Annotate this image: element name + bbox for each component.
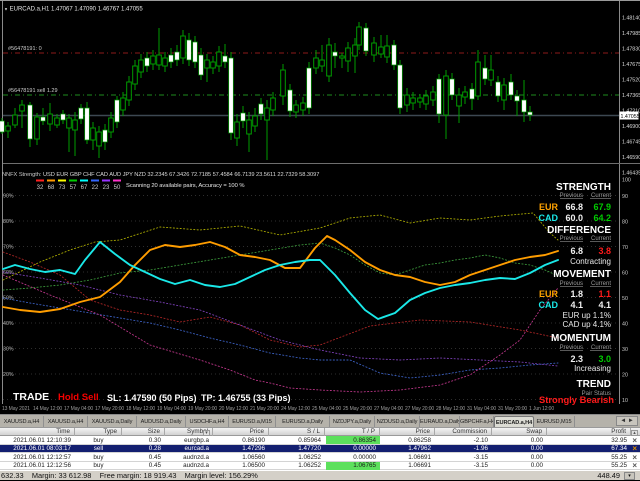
svg-text:57: 57 <box>70 185 77 191</box>
svg-text:20%: 20% <box>3 372 14 378</box>
svg-text:Scanning 20 available pairs, A: Scanning 20 available pairs, Accuracy = … <box>126 183 244 189</box>
svg-text:22: 22 <box>92 185 99 191</box>
svg-text:CAD: CAD <box>539 213 559 223</box>
svg-text:67.9: 67.9 <box>593 202 611 212</box>
svg-text:23: 23 <box>103 185 110 191</box>
svg-text:4.1: 4.1 <box>598 300 611 310</box>
svg-text:#56478191: 0: #56478191: 0 <box>8 46 42 52</box>
svg-text:60.0: 60.0 <box>565 213 583 223</box>
svg-text:Strongly Bearish: Strongly Bearish <box>539 394 614 405</box>
svg-text:MOMENTUM: MOMENTUM <box>551 333 611 344</box>
svg-text:50: 50 <box>622 296 628 302</box>
svg-text:1.48140: 1.48140 <box>622 16 640 22</box>
svg-text:32: 32 <box>37 185 44 191</box>
svg-text:100: 100 <box>622 178 631 184</box>
svg-text:1.46745: 1.46745 <box>622 140 640 146</box>
svg-text:6.8: 6.8 <box>570 246 583 256</box>
svg-text:STRENGTH: STRENGTH <box>556 182 611 193</box>
svg-text:1.46590: 1.46590 <box>622 155 640 161</box>
svg-text:64.2: 64.2 <box>593 213 611 223</box>
svg-text:Previous: Previous <box>560 281 583 287</box>
svg-text:66.8: 66.8 <box>565 202 583 212</box>
svg-text:CAD up 4.1%: CAD up 4.1% <box>563 320 611 329</box>
svg-text:90: 90 <box>622 194 628 200</box>
svg-text:Previous: Previous <box>560 236 583 242</box>
svg-text:Current: Current <box>591 236 611 242</box>
svg-text:Current: Current <box>591 281 611 287</box>
svg-text:80%: 80% <box>3 219 14 225</box>
svg-text:60: 60 <box>622 271 628 277</box>
svg-text:CAD: CAD <box>539 300 559 310</box>
svg-text:3.8: 3.8 <box>598 246 611 256</box>
svg-text:90%: 90% <box>3 194 14 200</box>
svg-text:2.3: 2.3 <box>570 354 583 364</box>
svg-text:1.46435: 1.46435 <box>622 171 640 177</box>
svg-text:10: 10 <box>622 398 628 404</box>
svg-text:40%: 40% <box>3 321 14 327</box>
svg-text:MOVEMENT: MOVEMENT <box>553 269 611 280</box>
svg-text:Pair Status: Pair Status <box>582 391 611 397</box>
svg-text:TREND: TREND <box>577 379 611 390</box>
svg-text:3.0: 3.0 <box>598 354 611 364</box>
svg-text:1.1: 1.1 <box>598 289 611 299</box>
svg-text:40: 40 <box>622 322 628 328</box>
svg-text:50: 50 <box>114 185 121 191</box>
svg-text:1.47365: 1.47365 <box>622 93 640 99</box>
svg-text:73: 73 <box>59 185 66 191</box>
svg-text:30%: 30% <box>3 347 14 353</box>
svg-text:DIFFERENCE: DIFFERENCE <box>547 225 611 236</box>
svg-text:1.47520: 1.47520 <box>622 78 640 84</box>
svg-text:EUR up 1.1%: EUR up 1.1% <box>563 311 611 320</box>
svg-text:Previous: Previous <box>560 345 583 351</box>
svg-text:68: 68 <box>48 185 55 191</box>
svg-text:#56478191 sell 1.29: #56478191 sell 1.29 <box>8 88 58 94</box>
svg-text:1.47055: 1.47055 <box>621 114 640 120</box>
svg-text:1.8: 1.8 <box>570 289 583 299</box>
svg-text:50%: 50% <box>3 296 14 302</box>
svg-text:1.46900: 1.46900 <box>622 124 640 130</box>
svg-text:70: 70 <box>622 245 628 251</box>
svg-text:Previous: Previous <box>560 193 583 199</box>
svg-text:1.47830: 1.47830 <box>622 47 640 53</box>
svg-text:Increasing: Increasing <box>574 364 611 373</box>
svg-text:NNFX Strength: USD EUR GBP CH: NNFX Strength: USD EUR GBP CHF CAD AUD J… <box>2 172 319 178</box>
svg-text:EUR: EUR <box>539 289 559 299</box>
svg-text:EUR: EUR <box>539 202 559 212</box>
svg-text:▼ EURCAD.a,H1 1.47067 1.47090: ▼ EURCAD.a,H1 1.47067 1.47090 1.46767 1.… <box>4 7 143 13</box>
svg-text:Current: Current <box>591 345 611 351</box>
svg-text:1.47675: 1.47675 <box>622 62 640 68</box>
svg-text:60%: 60% <box>3 270 14 276</box>
svg-text:30: 30 <box>622 347 628 353</box>
svg-text:20: 20 <box>622 373 628 379</box>
svg-text:Contracting: Contracting <box>570 257 611 266</box>
svg-text:80: 80 <box>622 220 628 226</box>
svg-text:67: 67 <box>81 185 88 191</box>
svg-text:4.1: 4.1 <box>570 300 583 310</box>
svg-text:70%: 70% <box>3 245 14 251</box>
svg-text:1.47985: 1.47985 <box>622 31 640 37</box>
svg-text:Current: Current <box>591 193 611 199</box>
